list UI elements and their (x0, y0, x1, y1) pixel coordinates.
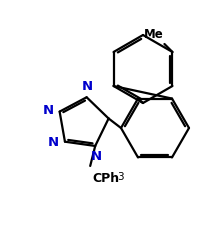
Text: N: N (90, 150, 101, 163)
Text: CPh: CPh (92, 172, 119, 185)
Text: N: N (42, 104, 53, 117)
Text: Me: Me (143, 28, 163, 41)
Text: N: N (48, 136, 59, 149)
Text: N: N (82, 80, 93, 93)
Text: 3: 3 (117, 172, 123, 182)
